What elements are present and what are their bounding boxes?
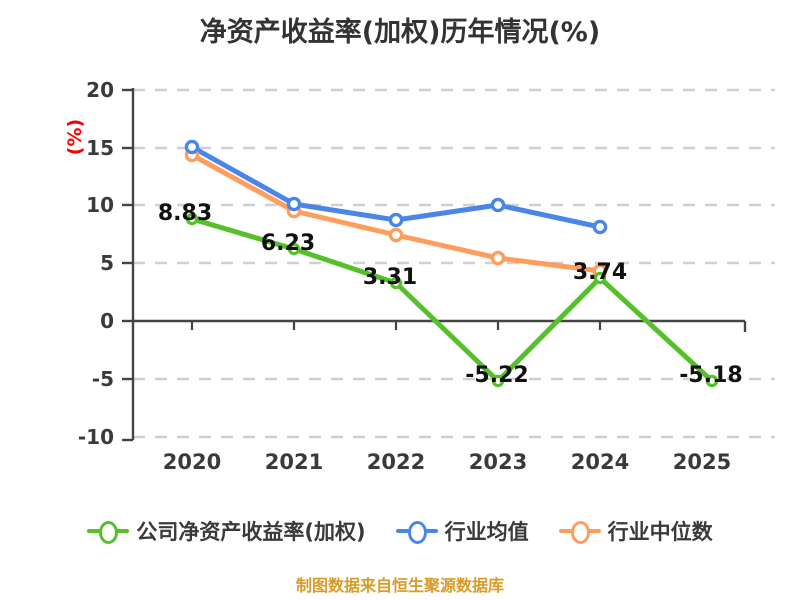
x-tick-label: 2022 — [366, 450, 426, 474]
data-point — [490, 250, 506, 266]
data-point — [185, 212, 199, 226]
data-point — [388, 227, 404, 243]
chart-legend: 公司净资产收益率(加权) 行业均值 行业中位数 — [0, 516, 800, 546]
data-point-label: 8.83 — [157, 201, 213, 226]
legend-item-industry-average[interactable]: 行业均值 — [395, 516, 529, 546]
data-point — [592, 219, 608, 235]
x-tick-label: 2025 — [672, 450, 732, 474]
series-markers-industry-average — [184, 139, 608, 235]
footer-attribution: 制图数据来自恒生聚源数据库 — [295, 576, 504, 595]
x-tick-label: 2021 — [264, 450, 324, 474]
y-tick-label: -10 — [77, 425, 114, 449]
x-tick-label: 2020 — [162, 450, 222, 474]
chart-title: 净资产收益率(加权)历年情况(%) — [199, 17, 601, 48]
data-point — [184, 139, 200, 155]
y-tick-label: 5 — [100, 251, 114, 275]
data-point — [593, 271, 607, 285]
data-point — [491, 374, 505, 388]
legend-label: 行业均值 — [444, 520, 529, 544]
data-point-label: 3.74 — [572, 260, 628, 285]
legend-marker-icon — [395, 520, 438, 544]
data-point-label: -5.18 — [679, 363, 743, 388]
data-point — [490, 197, 506, 213]
x-tick-label: 2023 — [468, 450, 528, 474]
data-point — [287, 242, 301, 256]
legend-label: 行业中位数 — [607, 520, 713, 544]
y-tick-label: 10 — [86, 193, 114, 217]
legend-label: 公司净资产收益率(加权) — [136, 520, 366, 544]
data-point — [705, 374, 719, 388]
data-point — [389, 276, 403, 290]
y-tick-label: 0 — [100, 309, 114, 333]
data-point — [388, 212, 404, 228]
data-point-label: 3.31 — [362, 265, 418, 290]
y-tick-label: -5 — [91, 367, 114, 391]
series-markers-company-roe — [185, 212, 719, 388]
data-point — [286, 196, 302, 212]
gridlines — [133, 88, 775, 439]
legend-marker-icon — [87, 520, 130, 544]
legend-item-industry-median[interactable]: 行业中位数 — [558, 516, 713, 546]
series-line-company-roe — [189, 216, 715, 384]
data-point-label: -5.22 — [465, 363, 529, 388]
data-point-label: 6.23 — [260, 231, 316, 256]
y-tick-label: 15 — [86, 136, 114, 160]
x-axis-ticks — [190, 321, 602, 330]
x-tick-label: 2024 — [570, 450, 630, 474]
legend-item-company-roe[interactable]: 公司净资产收益率(加权) — [87, 516, 366, 546]
y-axis-ticks — [122, 88, 133, 381]
legend-marker-icon — [558, 520, 601, 544]
y-tick-label: 20 — [86, 78, 114, 102]
